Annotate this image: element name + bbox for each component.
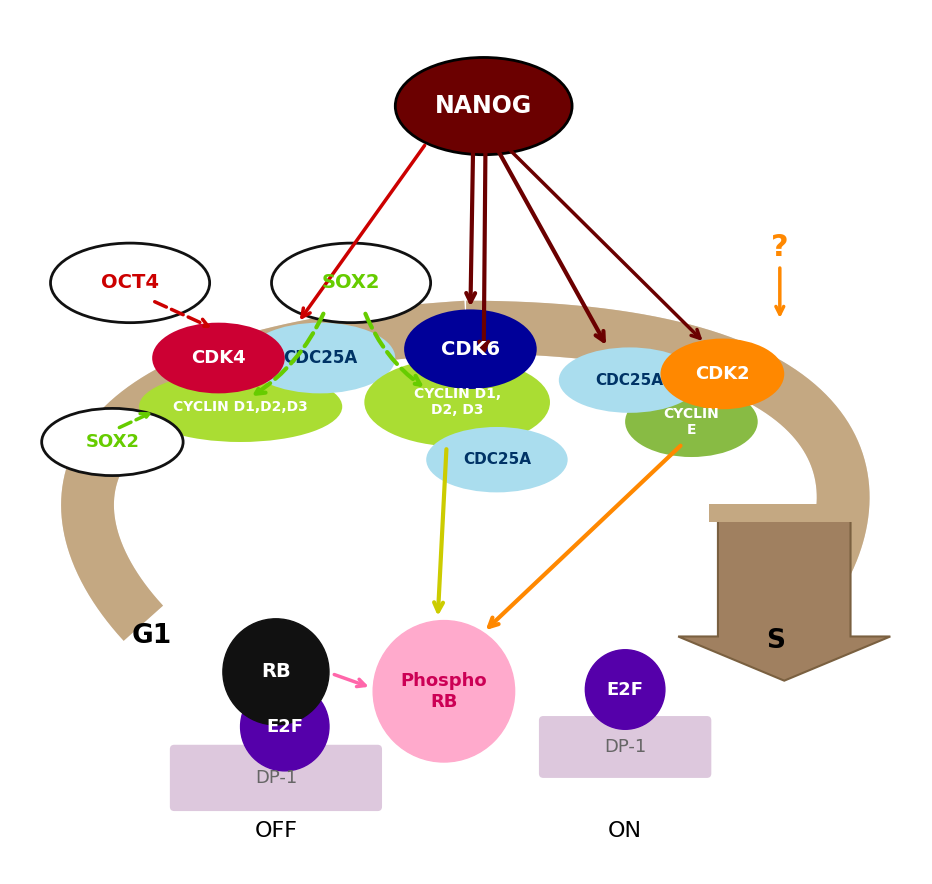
Text: E2F: E2F xyxy=(607,681,644,698)
Text: SOX2: SOX2 xyxy=(86,433,140,451)
Ellipse shape xyxy=(364,358,550,446)
FancyBboxPatch shape xyxy=(170,744,382,812)
Circle shape xyxy=(223,619,329,725)
Ellipse shape xyxy=(139,371,342,442)
Ellipse shape xyxy=(50,243,210,323)
Text: ON: ON xyxy=(608,821,642,841)
Text: G1: G1 xyxy=(132,623,172,650)
Text: OFF: OFF xyxy=(254,821,297,841)
Text: RB: RB xyxy=(261,662,291,682)
Text: CYCLIN
E: CYCLIN E xyxy=(664,407,720,437)
Text: OCT4: OCT4 xyxy=(101,273,159,293)
Text: E2F: E2F xyxy=(267,718,303,735)
Text: NANOG: NANOG xyxy=(435,94,532,118)
Ellipse shape xyxy=(42,408,183,476)
Text: CDK6: CDK6 xyxy=(441,339,500,359)
Text: DP-1: DP-1 xyxy=(604,738,646,756)
Text: Phospho
RB: Phospho RB xyxy=(401,672,487,711)
Ellipse shape xyxy=(152,323,285,393)
Ellipse shape xyxy=(559,347,700,413)
Ellipse shape xyxy=(426,427,568,492)
Circle shape xyxy=(373,621,514,762)
Ellipse shape xyxy=(625,386,758,457)
Ellipse shape xyxy=(245,323,395,393)
Text: CDC25A: CDC25A xyxy=(283,349,357,367)
FancyBboxPatch shape xyxy=(539,716,711,778)
Text: CDK4: CDK4 xyxy=(191,349,246,367)
Text: DP-1: DP-1 xyxy=(254,769,297,787)
Text: CYCLIN D1,
D2, D3: CYCLIN D1, D2, D3 xyxy=(414,387,500,417)
Polygon shape xyxy=(678,517,890,681)
Text: ?: ? xyxy=(771,233,788,262)
Text: S: S xyxy=(766,628,785,654)
Ellipse shape xyxy=(271,243,431,323)
Ellipse shape xyxy=(404,309,537,389)
Text: CDC25A: CDC25A xyxy=(596,373,664,387)
Text: CYCLIN D1,D2,D3: CYCLIN D1,D2,D3 xyxy=(173,400,308,414)
Text: SOX2: SOX2 xyxy=(322,273,380,293)
Circle shape xyxy=(585,650,665,729)
Circle shape xyxy=(240,682,329,771)
Ellipse shape xyxy=(661,339,784,409)
Text: CDK2: CDK2 xyxy=(695,365,749,383)
Ellipse shape xyxy=(395,57,572,155)
Text: CDC25A: CDC25A xyxy=(463,453,531,467)
Bar xyxy=(709,504,859,522)
